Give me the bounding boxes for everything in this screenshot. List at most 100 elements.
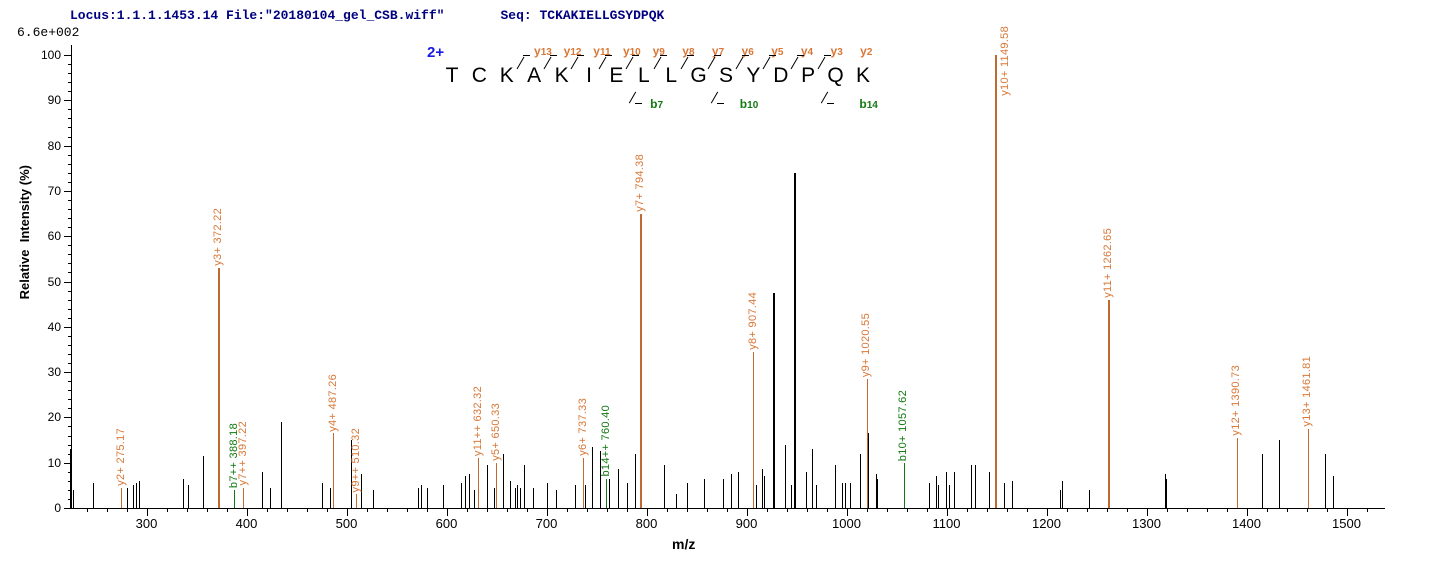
peak (556, 489, 557, 508)
residue-letter: K (499, 64, 514, 87)
peak (261, 471, 263, 508)
y-minor-tick (68, 218, 72, 220)
peak (1279, 440, 1280, 508)
peak (473, 489, 475, 508)
b-cleavage-tail (717, 103, 725, 104)
y-tick-label: 80 (47, 138, 61, 153)
x-minor-tick (826, 508, 828, 512)
peak (763, 476, 765, 508)
y-minor-tick (68, 199, 72, 201)
x-major-tick (1146, 508, 1148, 516)
y-major-tick (64, 281, 72, 283)
x-minor-tick (986, 508, 988, 512)
y-cleavage-tail (769, 55, 777, 56)
x-minor-tick (486, 508, 488, 512)
peak (948, 485, 950, 508)
x-minor-tick (686, 508, 688, 512)
x-minor-tick (726, 508, 728, 512)
b-ion-label: b10 (740, 98, 758, 112)
peak-label: y5+ 650.33 (489, 402, 502, 461)
x-tick-label: 1200 (1032, 516, 1061, 531)
y-minor-tick (68, 444, 72, 446)
peak (1012, 480, 1013, 508)
peak (844, 483, 846, 508)
ion-number: 10 (747, 100, 759, 111)
peak (1003, 483, 1005, 508)
peak (937, 485, 939, 508)
y-ion-label: y13 (534, 45, 552, 59)
x-tick-label: 500 (335, 516, 358, 531)
residue-letter: D (773, 64, 789, 87)
x-minor-tick (706, 508, 708, 512)
y-ion-peak (243, 487, 245, 508)
ion-letter: y (563, 44, 571, 58)
residue-letter: I (586, 64, 592, 87)
ion-letter: y (860, 44, 867, 58)
x-minor-tick (126, 508, 128, 512)
y-minor-tick (68, 163, 72, 165)
y-minor-tick (68, 408, 72, 410)
ion-letter: y (771, 44, 778, 58)
ion-number: 6 (748, 47, 754, 58)
peak (877, 478, 878, 508)
y-minor-tick (68, 381, 72, 383)
x-minor-tick (506, 508, 508, 512)
b-cleavage-slash (711, 91, 719, 104)
peak-label: b10+ 1057.62 (897, 389, 910, 461)
x-axis-line (64, 508, 1385, 509)
peak (812, 449, 813, 508)
y-minor-tick (68, 181, 72, 183)
peak (806, 471, 807, 508)
x-major-tick (446, 508, 448, 516)
peak (675, 494, 677, 508)
y-minor-tick (68, 299, 72, 301)
peak (465, 476, 466, 508)
y-tick-label: 60 (47, 229, 61, 244)
y-minor-tick (68, 435, 72, 437)
x-major-tick (1046, 508, 1048, 516)
x-minor-tick (206, 508, 208, 512)
x-tick-label: 1300 (1132, 516, 1161, 531)
x-major-tick (746, 508, 748, 516)
y-tick-label: 40 (47, 319, 61, 334)
y-tick-label: 0 (54, 501, 61, 515)
residue-letter: S (718, 64, 733, 87)
y-tick-label: 20 (47, 410, 61, 425)
peak (532, 487, 534, 508)
peak (989, 471, 990, 508)
x-tick-label: 300 (135, 516, 158, 531)
y-major-tick (64, 417, 72, 419)
x-minor-tick (1206, 508, 1208, 512)
peak (523, 464, 525, 508)
peak (1324, 453, 1326, 508)
peak (493, 487, 495, 508)
b-cleavage-slash (628, 91, 637, 104)
residue-letter: G (690, 64, 707, 87)
x-minor-tick (406, 508, 408, 512)
x-minor-tick (1186, 508, 1188, 512)
peak (935, 476, 937, 508)
peak (791, 485, 792, 508)
y-major-tick (64, 372, 72, 374)
x-major-tick (646, 508, 648, 516)
y-minor-tick (68, 344, 72, 346)
peak (1089, 489, 1090, 508)
x-minor-tick (1086, 508, 1088, 512)
x-tick-label: 1100 (932, 516, 961, 531)
y-minor-tick (68, 136, 72, 138)
x-tick-label: 1000 (832, 516, 861, 531)
residue-letter: K (554, 64, 569, 87)
y-minor-tick (68, 353, 72, 355)
x-minor-tick (1366, 508, 1368, 512)
x-major-tick (846, 508, 848, 516)
x-minor-tick (786, 508, 788, 512)
peak (591, 446, 593, 508)
y-minor-tick (68, 263, 72, 265)
y-cleavage-tail (714, 55, 722, 56)
y-cleavage-tail (549, 55, 557, 56)
x-minor-tick (626, 508, 628, 512)
peak-label: y2+ 275.17 (114, 427, 127, 486)
base-peak-intensity: 6.6e+002 (17, 25, 80, 40)
peak (634, 453, 636, 508)
y-major-tick (64, 236, 72, 238)
